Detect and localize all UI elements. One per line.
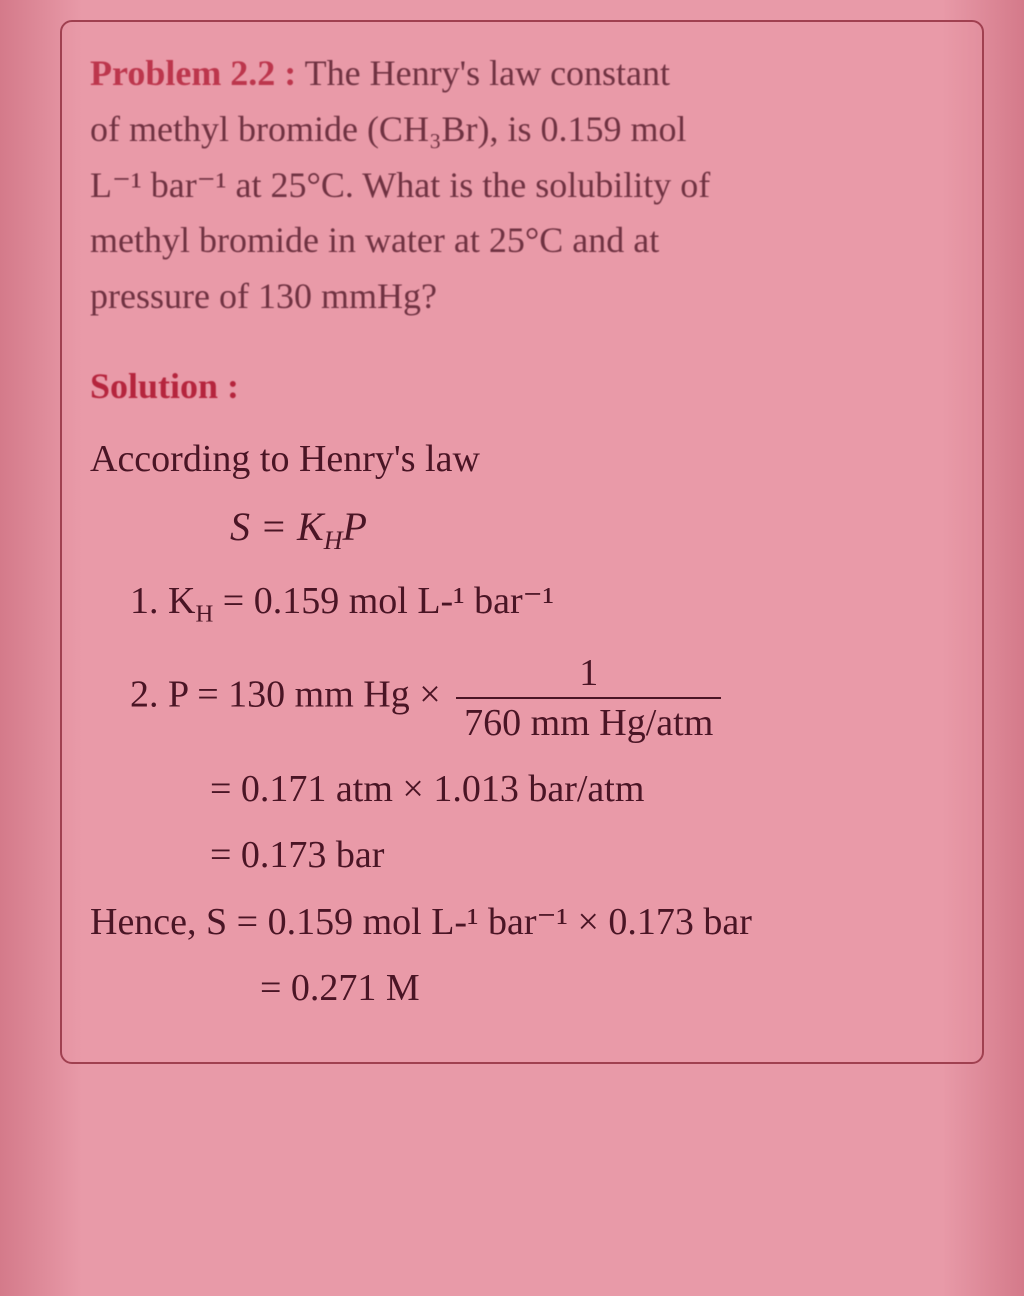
formula-lhs: S	[230, 504, 250, 549]
frac-numerator: 1	[456, 651, 721, 699]
step1-sub: H	[195, 601, 213, 628]
formula-p: P	[342, 504, 366, 549]
solution-intro: According to Henry's law	[90, 437, 954, 481]
step1-lhs: 1. K	[130, 580, 195, 622]
frac-denominator: 760 mm Hg/atm	[456, 699, 721, 745]
final-line-2: = 0.271 M	[260, 966, 954, 1010]
problem-line-5: pressure of 130 mmHg?	[90, 276, 437, 316]
problem-line-1: The Henry's law constant	[305, 53, 670, 93]
problem-label: Problem 2.2 :	[90, 53, 296, 93]
step1-val: = 0.159 mol L-¹ bar⁻¹	[213, 580, 554, 622]
page-container: Problem 2.2 : The Henry's law constant o…	[0, 0, 1024, 1084]
formula-k: K	[297, 504, 324, 549]
solution-label: Solution :	[90, 365, 954, 407]
problem-line-3: L⁻¹ bar⁻¹ at 25°C. What is the solubilit…	[90, 165, 710, 205]
formula-k-sub: H	[324, 526, 343, 555]
step-2-line-2: = 0.171 atm × 1.013 bar/atm	[210, 767, 954, 811]
problem-statement: Problem 2.2 : The Henry's law constant o…	[90, 46, 954, 325]
henrys-law-formula: S = KHP	[230, 503, 954, 556]
step-1: 1. KH = 0.159 mol L-¹ bar⁻¹	[130, 578, 954, 629]
step2-lhs: 2. P = 130 mm Hg ×	[130, 673, 450, 715]
step-2: 2. P = 130 mm Hg × 1 760 mm Hg/atm	[130, 651, 954, 745]
problem-line-2: of methyl bromide (CH₃Br), is 0.159 mol	[90, 109, 687, 149]
step-2-line-3: = 0.173 bar	[210, 833, 954, 877]
problem-solution-box: Problem 2.2 : The Henry's law constant o…	[60, 20, 984, 1064]
final-line-1: Hence, S = 0.159 mol L-¹ bar⁻¹ × 0.173 b…	[90, 899, 954, 944]
problem-line-4: methyl bromide in water at 25°C and at	[90, 220, 659, 260]
step2-fraction: 1 760 mm Hg/atm	[456, 651, 721, 745]
